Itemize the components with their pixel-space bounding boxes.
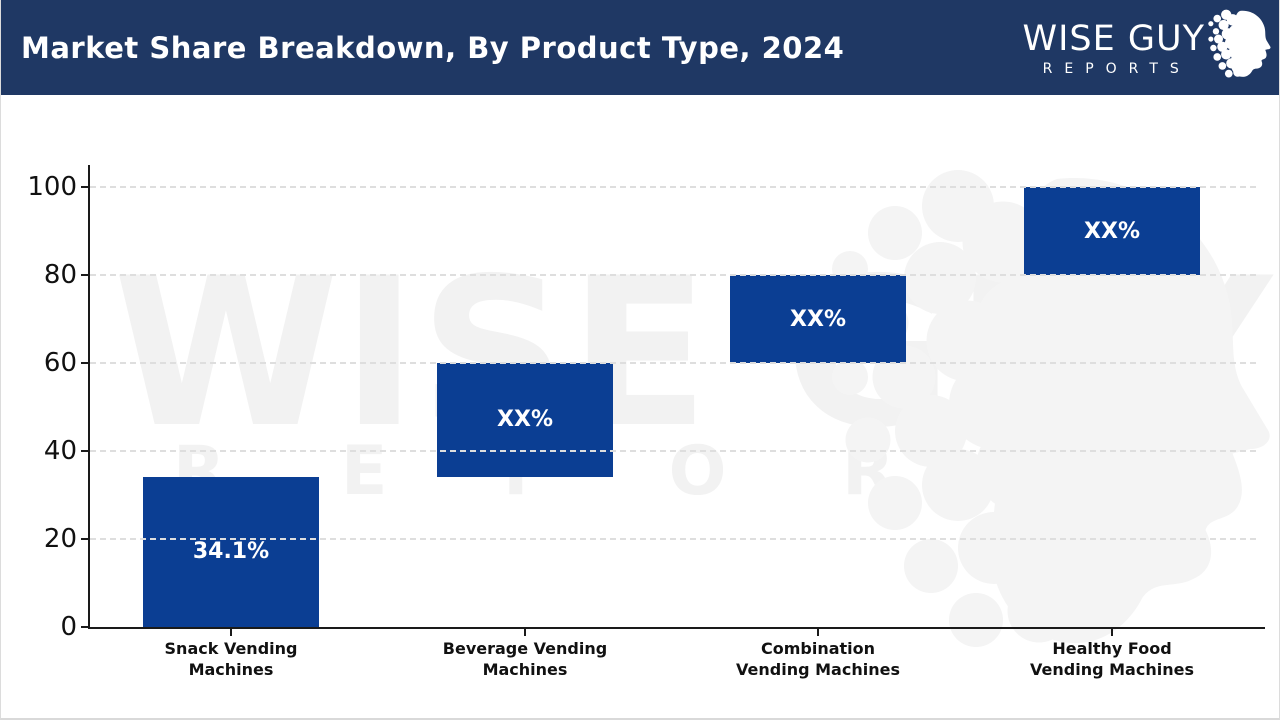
gridline	[90, 450, 1256, 452]
bar-segment: 34.1%	[143, 476, 319, 627]
gridline	[90, 274, 1256, 276]
bar-segment: XX%	[730, 275, 906, 363]
bar-value-label: XX%	[790, 306, 846, 332]
brand-name: WISE GUY	[1022, 18, 1205, 59]
y-axis-line	[88, 165, 90, 629]
y-tick-label: 80	[43, 260, 77, 290]
x-tick-mark	[524, 629, 526, 636]
x-category-label: Healthy Food Vending Machines	[1030, 639, 1194, 679]
y-tick-mark	[81, 450, 88, 452]
bar-value-label: XX%	[497, 407, 553, 433]
gridline	[90, 362, 1256, 364]
gridline	[90, 186, 1256, 188]
bar-segment: XX%	[437, 363, 613, 477]
page-title: Market Share Breakdown, By Product Type,…	[21, 30, 845, 65]
brand-logo-text: WISE GUY REPORTS	[1022, 20, 1205, 77]
y-tick-mark	[81, 538, 88, 540]
x-category-label: Combination Vending Machines	[736, 639, 900, 679]
x-category-label: Snack Vending Machines	[164, 639, 298, 679]
y-tick-label: 20	[43, 524, 77, 554]
x-category-label: Beverage Vending Machines	[442, 639, 608, 679]
x-tick-mark	[1111, 629, 1113, 636]
watermark-head-icon	[823, 162, 1273, 718]
bar-value-label: XX%	[1084, 218, 1140, 244]
y-tick-mark	[81, 362, 88, 364]
brand-subtitle: REPORTS	[1042, 60, 1191, 77]
header-bar: Market Share Breakdown, By Product Type,…	[1, 0, 1279, 95]
y-tick-label: 100	[27, 172, 77, 202]
y-tick-mark	[81, 186, 88, 188]
y-tick-label: 0	[60, 612, 77, 642]
gridline	[90, 538, 1256, 540]
y-tick-label: 60	[43, 348, 77, 378]
x-tick-mark	[230, 629, 232, 636]
bar-value-label: 34.1%	[192, 539, 270, 565]
y-tick-mark	[81, 626, 88, 628]
x-axis-line	[88, 627, 1265, 629]
brand-head-icon	[1207, 9, 1271, 87]
x-tick-mark	[817, 629, 819, 636]
y-tick-mark	[81, 274, 88, 276]
y-tick-label: 40	[43, 436, 77, 466]
brand-logo: WISE GUY REPORTS	[1022, 6, 1271, 90]
bar-segment: XX%	[1024, 187, 1200, 275]
